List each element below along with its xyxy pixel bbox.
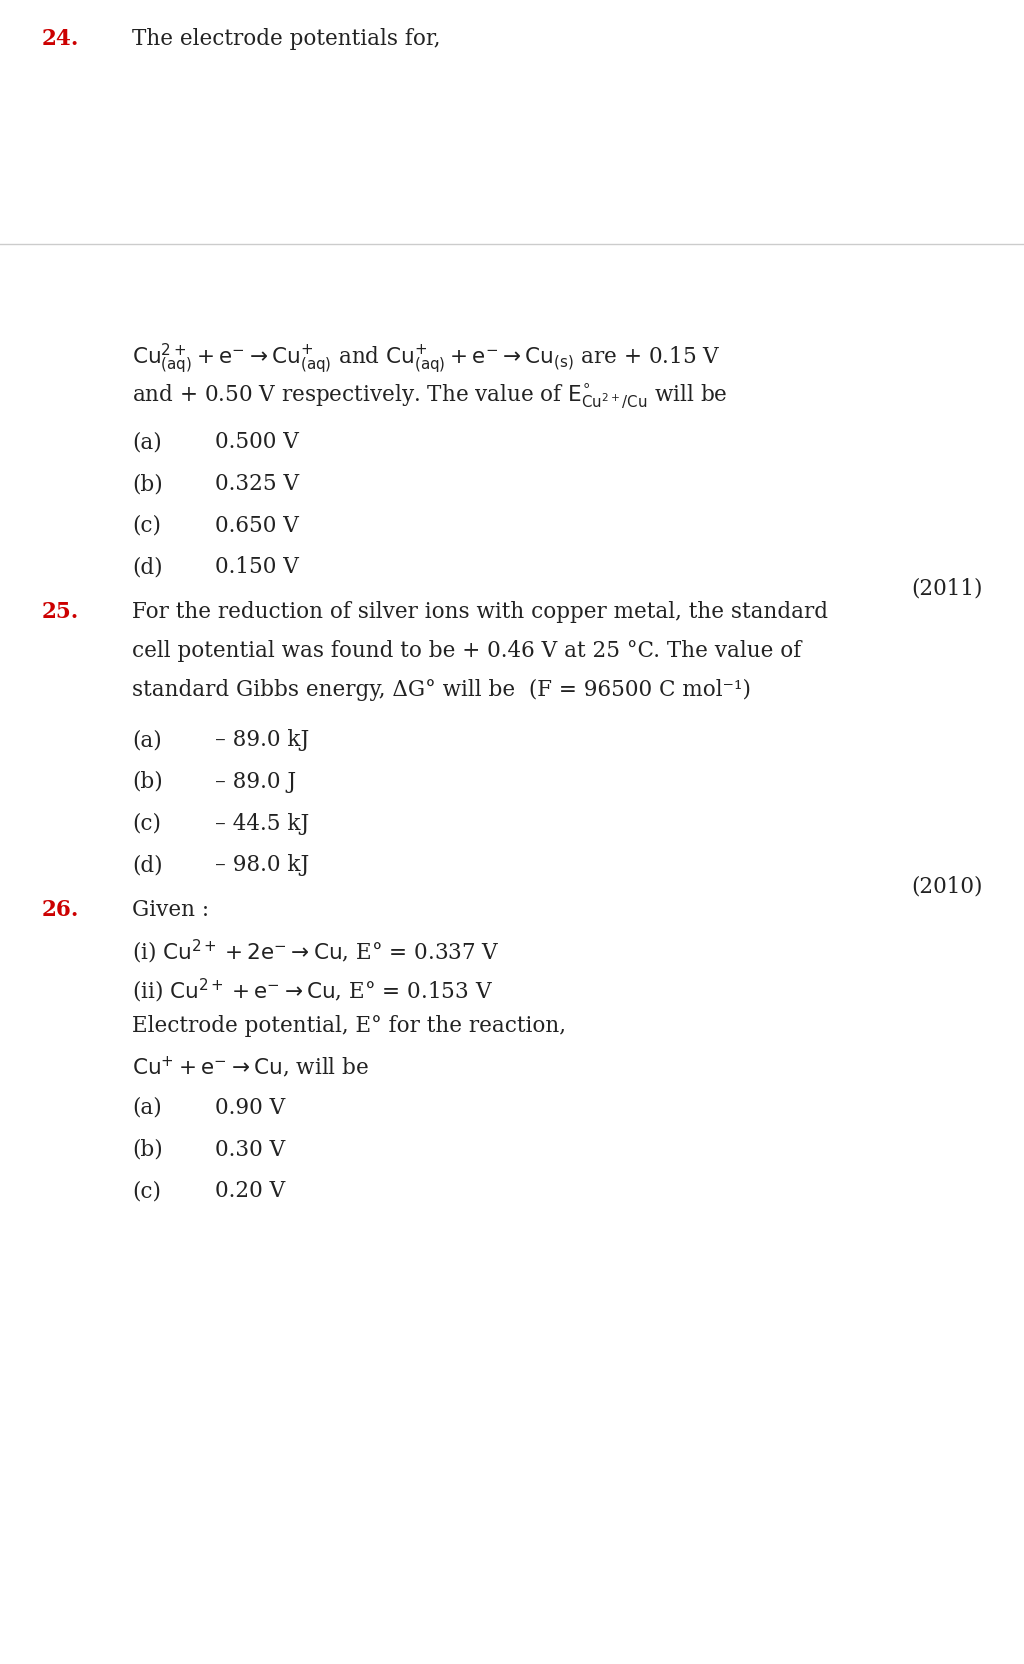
Text: $\mathrm{Cu^{2+}_{(aq)} + e^{-} \rightarrow Cu^{+}_{(aq)}}$ and $\mathrm{Cu^{+}_: $\mathrm{Cu^{2+}_{(aq)} + e^{-} \rightar…: [132, 341, 721, 376]
Text: The electrode potentials for,: The electrode potentials for,: [132, 28, 440, 50]
Text: (i) $\mathrm{Cu^{2+} + 2e^{-} \rightarrow Cu}$, E° = 0.337 V: (i) $\mathrm{Cu^{2+} + 2e^{-} \rightarro…: [132, 937, 500, 965]
Text: (b): (b): [132, 473, 163, 494]
Text: (a): (a): [132, 431, 162, 453]
Text: – 98.0 kJ: – 98.0 kJ: [215, 854, 309, 875]
Text: (a): (a): [132, 729, 162, 750]
Text: For the reduction of silver ions with copper metal, the standard: For the reduction of silver ions with co…: [132, 601, 828, 622]
Text: 0.150 V: 0.150 V: [215, 556, 299, 577]
Text: $\mathrm{Cu^{+} + e^{-} \rightarrow Cu}$, will be: $\mathrm{Cu^{+} + e^{-} \rightarrow Cu}$…: [132, 1053, 369, 1078]
Text: 26.: 26.: [42, 899, 79, 920]
Text: (d): (d): [132, 854, 163, 875]
Text: Electrode potential, E° for the reaction,: Electrode potential, E° for the reaction…: [132, 1015, 566, 1037]
Text: (c): (c): [132, 1180, 161, 1201]
Text: 0.20 V: 0.20 V: [215, 1180, 286, 1201]
Text: (b): (b): [132, 1138, 163, 1160]
Text: (d): (d): [132, 556, 163, 577]
Text: (c): (c): [132, 514, 161, 536]
Text: (ii) $\mathrm{Cu^{2+} + e^{-} \rightarrow Cu}$, E° = 0.153 V: (ii) $\mathrm{Cu^{2+} + e^{-} \rightarro…: [132, 975, 493, 1003]
Text: (2010): (2010): [910, 875, 982, 897]
Text: 24.: 24.: [42, 28, 79, 50]
Text: cell potential was found to be + 0.46 V at 25 °C. The value of: cell potential was found to be + 0.46 V …: [132, 639, 801, 661]
Text: – 89.0 J: – 89.0 J: [215, 770, 296, 792]
Text: (a): (a): [132, 1097, 162, 1118]
Text: 25.: 25.: [42, 601, 79, 622]
Text: Given :: Given :: [132, 899, 209, 920]
Text: and + 0.50 V respectively. The value of $\mathrm{E^{\circ}_{Cu^{2+}/Cu}}$ will b: and + 0.50 V respectively. The value of …: [132, 381, 727, 409]
Text: 0.30 V: 0.30 V: [215, 1138, 286, 1160]
Text: 0.500 V: 0.500 V: [215, 431, 299, 453]
Text: 0.650 V: 0.650 V: [215, 514, 299, 536]
Text: (c): (c): [132, 812, 161, 834]
Text: (b): (b): [132, 770, 163, 792]
Text: 0.90 V: 0.90 V: [215, 1097, 286, 1118]
Text: (2011): (2011): [910, 577, 982, 599]
Text: – 89.0 kJ: – 89.0 kJ: [215, 729, 309, 750]
Text: – 44.5 kJ: – 44.5 kJ: [215, 812, 309, 834]
Text: standard Gibbs energy, ΔG° will be  (F = 96500 C mol⁻¹): standard Gibbs energy, ΔG° will be (F = …: [132, 679, 751, 701]
Text: 0.325 V: 0.325 V: [215, 473, 299, 494]
